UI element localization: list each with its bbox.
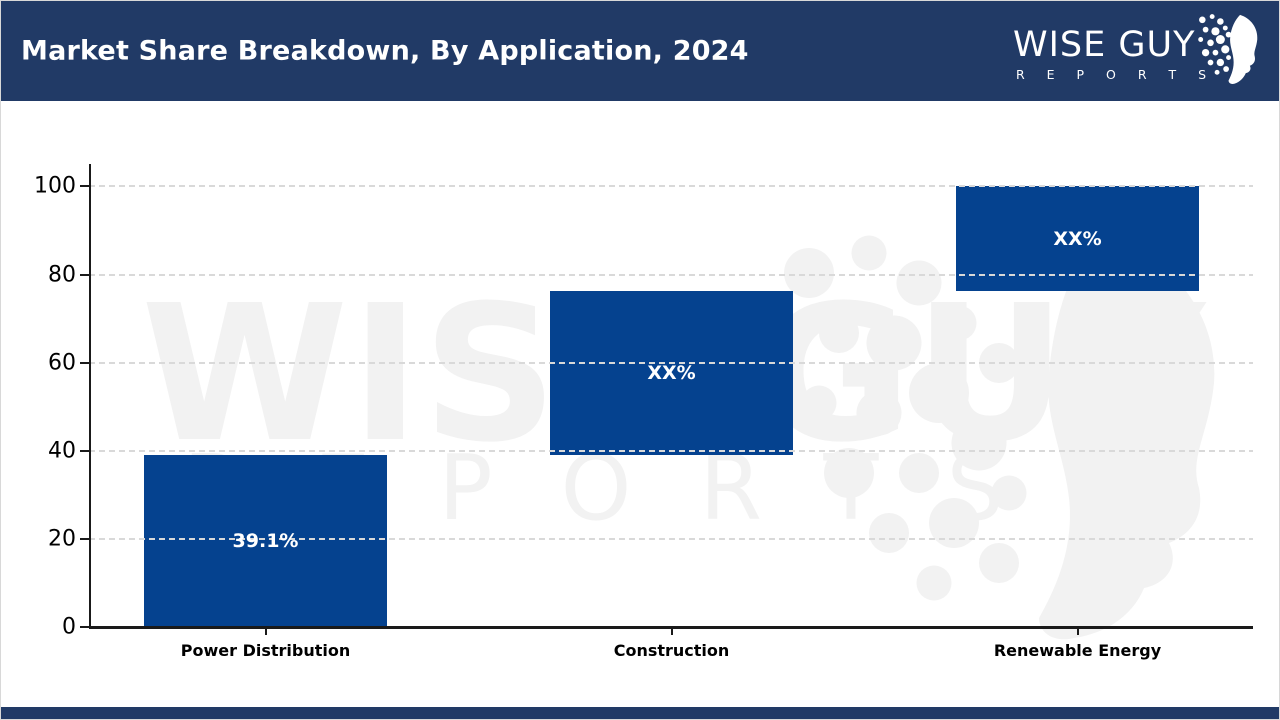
y-axis-tick-label: 100: [34, 173, 76, 199]
x-axis-tick: [264, 627, 267, 635]
y-axis-tick-label: 60: [48, 350, 76, 376]
bar-power-distribution: [144, 454, 387, 627]
x-axis-category-label: Construction: [613, 641, 730, 660]
x-axis-category-label: Power Distribution: [180, 641, 351, 660]
x-axis-tick: [670, 627, 673, 635]
y-axis-tick: [80, 449, 89, 452]
brand-logo: WISE GUY R E P O R T S: [1013, 9, 1263, 93]
bar-value-label: XX%: [647, 361, 696, 384]
footer-bar: [1, 707, 1279, 719]
bar-renewable-energy: [956, 186, 1199, 291]
gridline-20: [89, 537, 1253, 540]
page-title: Market Share Breakdown, By Application, …: [21, 35, 749, 67]
y-axis-tick-label: 20: [48, 526, 76, 552]
brand-subtitle: R E P O R T S: [1016, 67, 1216, 82]
bar-value-label: 39.1%: [232, 529, 299, 552]
gridline-100: [89, 185, 1253, 188]
y-axis-tick: [80, 537, 89, 540]
y-axis-tick-label: 40: [48, 438, 76, 464]
y-axis-tick: [80, 361, 89, 364]
bar-construction: [550, 290, 793, 455]
brand-name: WISE GUY: [1013, 25, 1196, 65]
y-axis-tick: [80, 185, 89, 188]
bar-value-label: XX%: [1053, 227, 1102, 250]
y-axis-tick: [80, 626, 89, 628]
watermark-head-logo-icon: [784, 233, 1215, 640]
x-axis-line: [89, 626, 1253, 629]
header-bar: Market Share Breakdown, By Application, …: [1, 1, 1279, 101]
x-axis-category-label: Renewable Energy: [993, 641, 1162, 660]
y-axis-tick-label: 80: [48, 262, 76, 288]
y-axis-tick-label: 0: [62, 614, 76, 640]
x-axis-tick: [1076, 627, 1079, 635]
y-axis-tick: [80, 273, 89, 276]
gridline-60: [89, 361, 1253, 364]
gridline-40: [89, 449, 1253, 452]
gridline-80: [89, 273, 1253, 276]
y-axis-line: [89, 164, 91, 627]
brand-head-icon: [1198, 14, 1258, 85]
